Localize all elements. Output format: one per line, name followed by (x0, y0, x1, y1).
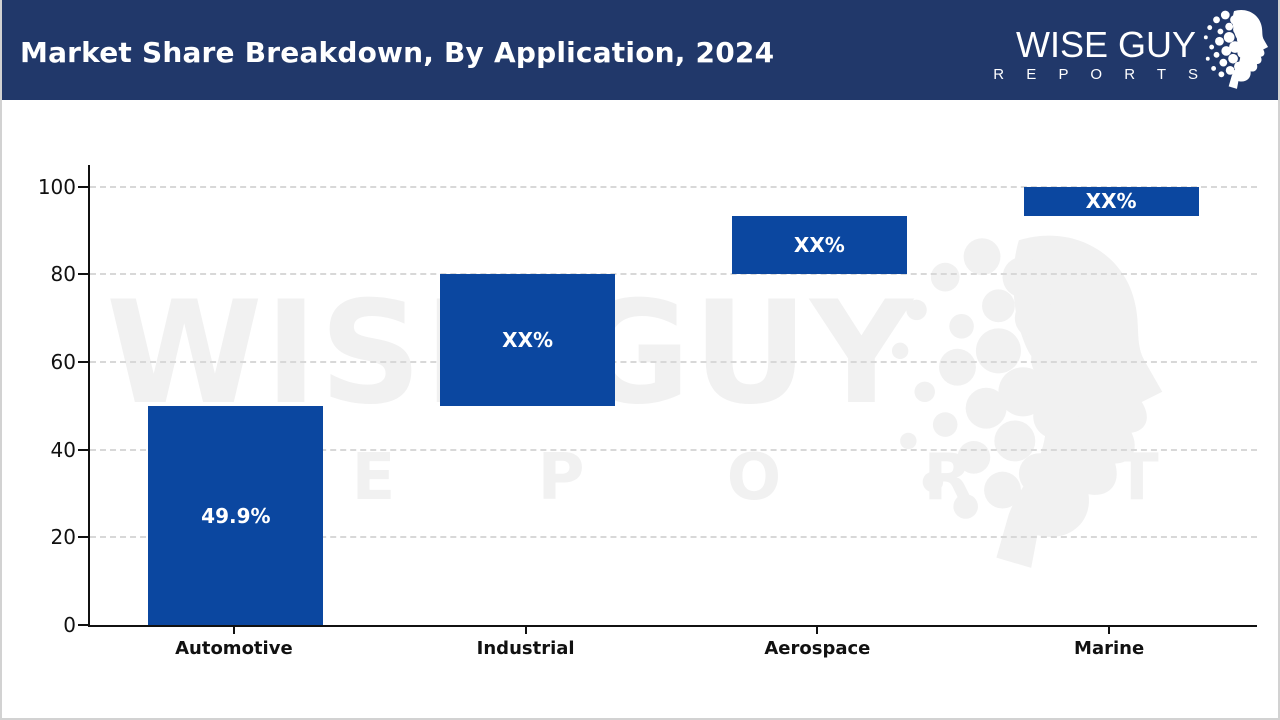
x-tick-mark-industrial (524, 627, 527, 634)
gridline-80 (90, 273, 1257, 276)
gridline-40 (90, 448, 1257, 451)
bar-value-label: XX% (1085, 189, 1137, 214)
y-tick-mark-80 (78, 273, 88, 276)
bar-industrial: XX% (440, 274, 616, 407)
y-tick-mark-60 (78, 360, 88, 363)
gridline-100 (90, 185, 1257, 188)
y-tick-mark-40 (78, 448, 88, 451)
x-tick-mark-aerospace (816, 627, 819, 634)
bar-value-label: XX% (793, 233, 845, 258)
gridline-60 (90, 360, 1257, 363)
bar-value-label: XX% (502, 328, 554, 353)
wiseguy-logo: WISE GUY R E P O R T S (993, 8, 1272, 94)
y-tick-mark-20 (78, 536, 88, 539)
y-tick-label-20: 20 (50, 525, 76, 550)
x-tick-mark-marine (1108, 627, 1111, 634)
bar-aerospace: XX% (731, 215, 907, 275)
y-tick-label-0: 0 (63, 613, 76, 637)
x-tick-label-industrial: Industrial (476, 638, 575, 659)
bar-automotive: 49.9% (148, 406, 324, 625)
x-tick-label-aerospace: Aerospace (764, 638, 871, 659)
chart-title: Market Share Breakdown, By Application, … (20, 36, 775, 69)
logo-wordmark: WISE GUY (1015, 24, 1196, 65)
y-tick-label-80: 80 (50, 262, 76, 287)
y-tick-label-60: 60 (50, 349, 76, 374)
gridline-20 (90, 536, 1257, 539)
header: Market Share Breakdown, By Application, … (0, 0, 1280, 100)
logo-subtitle: R E P O R T S (993, 66, 1207, 83)
x-tick-mark-automotive (232, 627, 235, 634)
y-tick-mark-0 (78, 624, 88, 626)
bar-value-label: 49.9% (201, 503, 271, 528)
logo-face-icon (1203, 9, 1269, 89)
y-tick-label-40: 40 (50, 437, 76, 462)
bar-marine: XX% (1023, 186, 1199, 216)
x-tick-label-marine: Marine (1074, 638, 1145, 659)
plot-area: 49.9% XX% XX% XX% (88, 165, 1257, 627)
y-tick-mark-100 (78, 185, 88, 188)
y-tick-label-100: 100 (37, 174, 76, 199)
x-tick-label-automotive: Automotive (175, 638, 293, 659)
